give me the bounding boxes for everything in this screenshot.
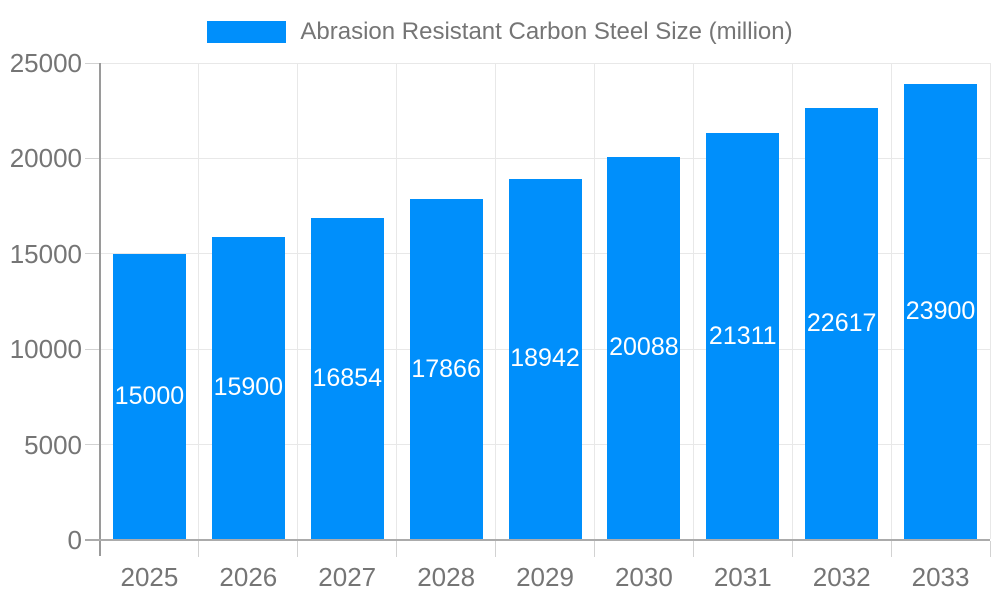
x-gridline: [396, 63, 398, 539]
legend-swatch: [207, 21, 287, 43]
bar-value-label: 15900: [213, 373, 284, 402]
bar[interactable]: 17866: [409, 199, 483, 539]
x-axis-label: 2025: [120, 562, 179, 592]
y-axis-label: 20000: [9, 143, 82, 174]
bar[interactable]: 15900: [211, 236, 285, 539]
x-gridline: [692, 63, 694, 539]
x-axis-tick: [495, 541, 497, 557]
x-gridline: [495, 63, 497, 539]
x-gridline: [890, 63, 892, 539]
x-axis-tick: [692, 541, 694, 557]
y-axis-label: 25000: [9, 48, 82, 78]
legend-label: Abrasion Resistant Carbon Steel Size (mi…: [300, 18, 793, 45]
y-axis-label: 15000: [9, 238, 82, 269]
x-axis-tick: [890, 541, 892, 557]
bar-value-label: 22617: [806, 309, 877, 338]
x-gridline: [297, 63, 299, 539]
x-gridline: [791, 63, 793, 539]
bar[interactable]: 21311: [706, 133, 780, 539]
x-axis-tick: [989, 541, 991, 557]
x-axis-label: 2028: [417, 562, 476, 592]
x-axis-label: 2032: [812, 562, 871, 592]
y-axis-label: 0: [67, 525, 82, 555]
x-axis-tick: [297, 541, 299, 557]
y-gridline: [100, 157, 990, 159]
x-axis-label: 2027: [318, 562, 377, 592]
bar[interactable]: 22617: [805, 108, 879, 539]
y-axis-tick: [85, 444, 100, 446]
x-axis-label: 2026: [219, 562, 278, 592]
bar-value-label: 18942: [510, 344, 580, 373]
bar-value-label: 23900: [905, 296, 976, 325]
y-axis-tick: [85, 348, 100, 350]
y-axis-line: [98, 63, 101, 556]
y-axis-tick: [85, 157, 100, 159]
bar-value-label: 16854: [312, 364, 382, 393]
bar-value-label: 17866: [411, 354, 481, 383]
bar[interactable]: 23900: [904, 83, 978, 539]
x-gridline: [198, 63, 200, 539]
bar[interactable]: 16854: [310, 218, 384, 539]
bar-value-label: 20088: [609, 333, 679, 362]
y-gridline: [100, 62, 990, 64]
x-axis-label: 2030: [614, 562, 673, 592]
bar[interactable]: 18942: [508, 178, 582, 539]
bar-value-label: 15000: [114, 381, 185, 410]
y-axis-tick: [85, 253, 100, 255]
y-axis-tick: [85, 62, 100, 64]
x-axis-tick: [593, 541, 595, 557]
x-axis-tick: [198, 541, 200, 557]
legend-item[interactable]: Abrasion Resistant Carbon Steel Size (mi…: [0, 15, 1000, 49]
bar[interactable]: 20088: [607, 156, 681, 539]
bar[interactable]: 15000: [112, 253, 186, 539]
x-axis-label: 2031: [713, 562, 772, 592]
x-axis-line: [85, 539, 990, 541]
y-axis-label: 5000: [24, 429, 82, 460]
x-axis-tick: [791, 541, 793, 557]
x-axis-label: 2033: [911, 562, 970, 592]
x-axis-label: 2029: [516, 562, 574, 592]
y-axis-label: 10000: [9, 334, 82, 365]
x-gridline: [989, 63, 991, 539]
x-axis-tick: [396, 541, 398, 557]
x-gridline: [593, 63, 595, 539]
bar-value-label: 21311: [708, 321, 777, 350]
